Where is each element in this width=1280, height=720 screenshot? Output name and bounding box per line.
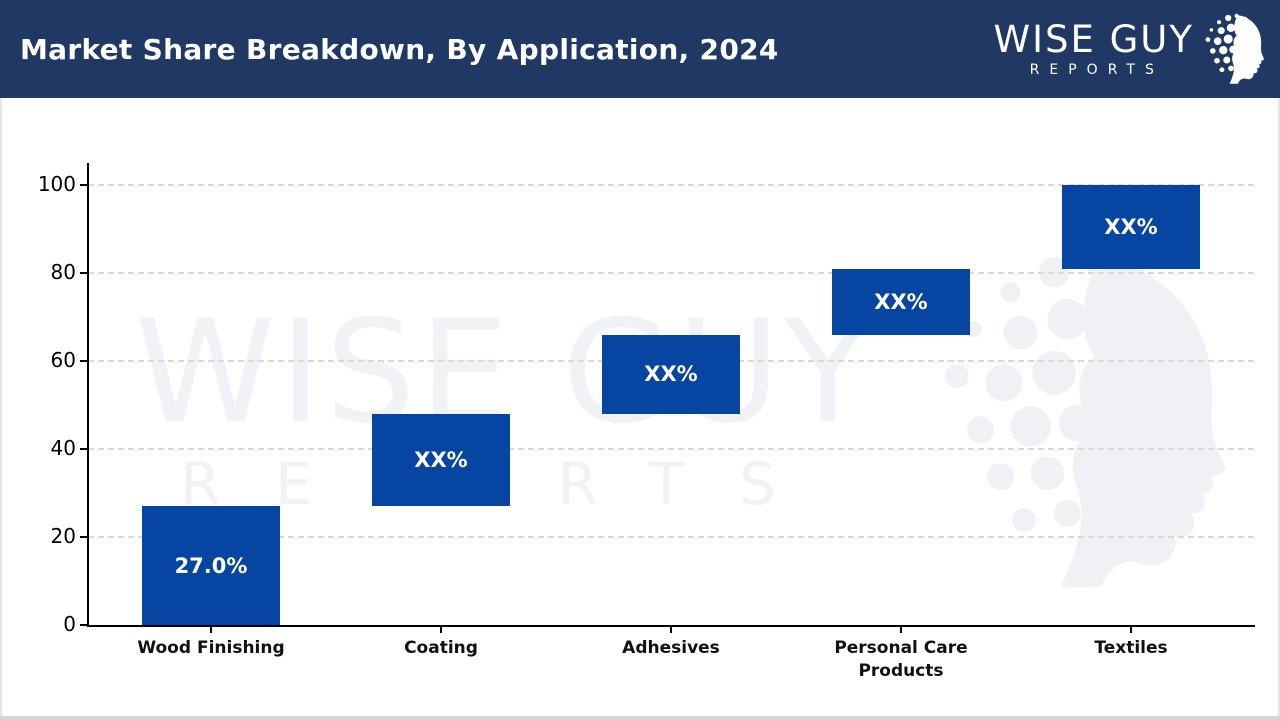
x-tick-mark <box>900 627 902 633</box>
bar: XX% <box>832 268 970 335</box>
y-tick-mark <box>80 360 87 362</box>
y-axis-line <box>87 163 89 627</box>
y-tick-mark <box>80 272 87 274</box>
x-tick-mark <box>210 627 212 633</box>
y-tick-mark <box>80 624 87 626</box>
bar: XX% <box>602 334 740 414</box>
bar-value-label: XX% <box>874 289 928 314</box>
bar: 27.0% <box>142 506 280 625</box>
bar-value-label: 27.0% <box>174 553 248 578</box>
category-label: Personal Care Products <box>834 638 968 681</box>
y-tick-label: 40 <box>50 436 76 460</box>
gridline <box>88 184 1254 186</box>
logo-reports-text: REPORTS <box>1029 62 1164 78</box>
bottom-border <box>0 716 1280 720</box>
y-tick-label: 20 <box>50 524 76 548</box>
logo-text: WISE GUY REPORTS <box>994 21 1194 77</box>
gridline <box>88 448 1254 450</box>
y-tick-label: 100 <box>37 172 76 196</box>
bar-value-label: XX% <box>644 362 698 387</box>
gridline <box>88 272 1254 274</box>
wise-guy-logo: WISE GUY REPORTS <box>994 11 1266 88</box>
category-label: Adhesives <box>622 638 720 658</box>
category-label: Textiles <box>1094 638 1168 658</box>
bar: XX% <box>372 413 510 507</box>
header-bar: Market Share Breakdown, By Application, … <box>0 0 1280 98</box>
y-tick-mark <box>80 184 87 186</box>
x-tick-mark <box>440 627 442 633</box>
x-axis-line <box>87 625 1255 627</box>
category-label: Coating <box>404 638 478 658</box>
category-label: Wood Finishing <box>137 638 285 658</box>
y-tick-label: 0 <box>63 612 76 636</box>
bar-value-label: XX% <box>414 447 468 472</box>
page-title: Market Share Breakdown, By Application, … <box>20 32 779 66</box>
y-tick-label: 60 <box>50 348 76 372</box>
gridline <box>88 536 1254 538</box>
logo-head-icon <box>1205 13 1264 84</box>
y-tick-mark <box>80 448 87 450</box>
x-tick-mark <box>1130 627 1132 633</box>
y-tick-mark <box>80 536 87 538</box>
bar: XX% <box>1062 185 1200 269</box>
logo-wise-guy-text: WISE GUY <box>993 18 1194 61</box>
y-tick-label: 80 <box>50 260 76 284</box>
x-tick-mark <box>670 627 672 633</box>
bar-value-label: XX% <box>1104 214 1158 239</box>
